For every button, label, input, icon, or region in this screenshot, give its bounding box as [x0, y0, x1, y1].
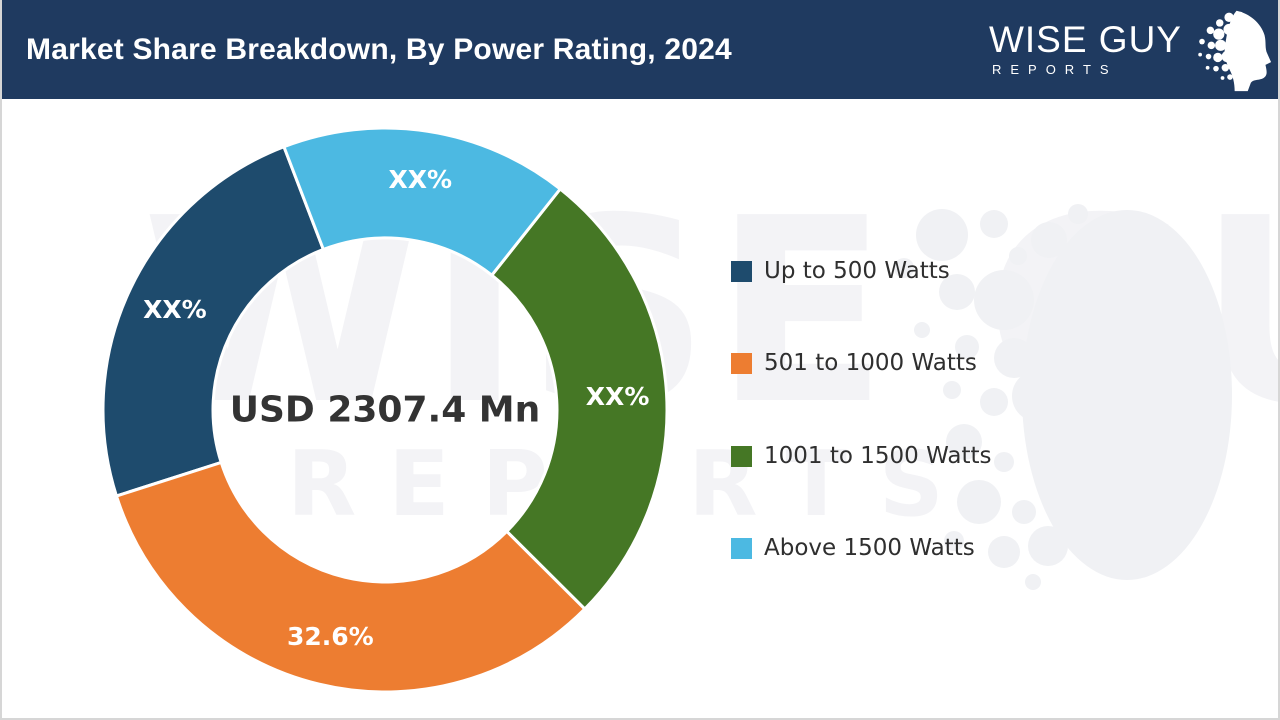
logo-head-icon: [1198, 10, 1272, 92]
chart-legend: Up to 500 Watts 501 to 1000 Watts 1001 t…: [731, 258, 992, 561]
segment-value-label: 32.6%: [287, 622, 374, 651]
legend-swatch-1001-1500: [731, 445, 752, 467]
segment-value-label: XX%: [388, 165, 452, 194]
legend-item: 501 to 1000 Watts: [731, 350, 991, 377]
legend-item: Above 1500 Watts: [731, 534, 991, 561]
donut-segment-1: [114, 460, 587, 694]
page-title: Market Share Breakdown, By Power Rating,…: [26, 32, 732, 66]
donut-segment-2: [489, 186, 669, 612]
segment-value-label: XX%: [586, 382, 650, 411]
chart-center-value: USD 2307.4 Mn: [229, 389, 541, 431]
legend-item: Up to 500 Watts: [731, 258, 991, 284]
logo-name: WISE GUY: [988, 19, 1182, 60]
legend-swatch-501-1000: [731, 353, 752, 375]
legend-label: Up to 500 Watts: [764, 258, 950, 284]
legend-swatch-above-1500: [731, 538, 752, 560]
legend-item: 1001 to 1500 Watts: [731, 442, 992, 469]
legend-label: Above 1500 Watts: [764, 534, 975, 561]
header-bar: Market Share Breakdown, By Power Rating,…: [2, 0, 1278, 99]
donut-segment-0: [101, 144, 326, 498]
logo-sub: REPORTS: [991, 62, 1118, 77]
legend-swatch-up-to-500: [731, 261, 752, 283]
wiseguy-logo: WISE GUY REPORTS: [989, 21, 1182, 77]
legend-label: 1001 to 1500 Watts: [764, 442, 992, 469]
legend-label: 501 to 1000 Watts: [764, 350, 977, 377]
donut-segment-3: [282, 126, 563, 278]
segment-value-label: XX%: [143, 295, 207, 324]
